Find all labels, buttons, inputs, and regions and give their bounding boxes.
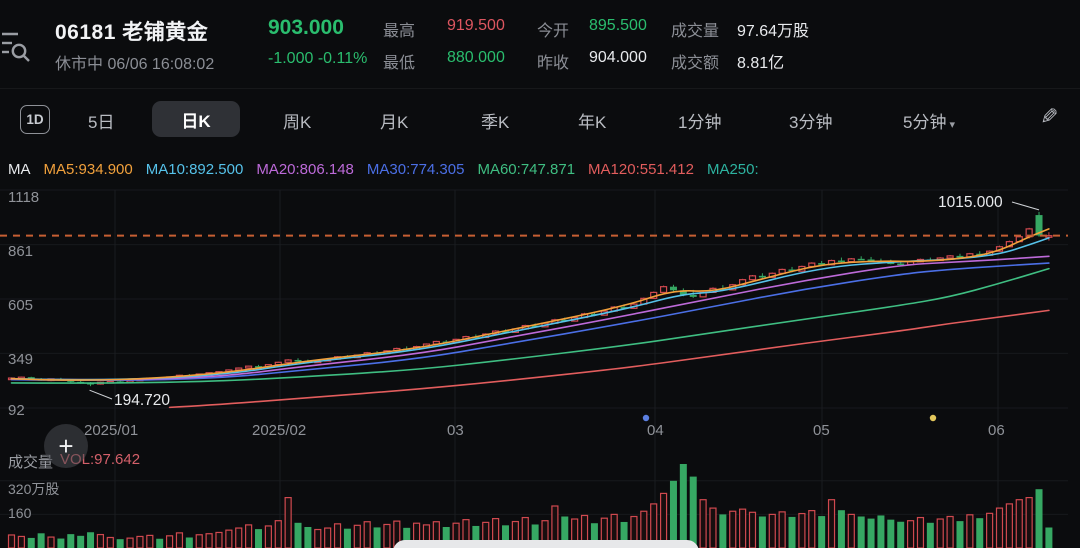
quote-label-volume: 成交量 — [671, 23, 720, 40]
quote-value-prev-close: 904.000 — [589, 49, 647, 66]
header-divider — [0, 88, 1080, 89]
tab-daily-k-selected[interactable]: 日K — [152, 101, 240, 137]
tab-5min-label: 5分钟 — [903, 113, 947, 132]
high-price-annotation: 1015.000 — [938, 194, 1003, 211]
drawing-tools-icon[interactable]: ✎ — [1040, 104, 1059, 129]
x-tick-06: 06 — [988, 422, 1005, 439]
quote-value-open: 895.500 — [589, 17, 647, 34]
x-tick-04: 04 — [647, 422, 664, 439]
tab-3min[interactable]: 3分钟 — [789, 113, 833, 132]
y-tick-605: 605 — [8, 297, 34, 314]
tab-1d-range-icon[interactable]: 1D — [20, 105, 50, 134]
ma-legend-prefix: MA — [8, 161, 31, 178]
period-tabbar: 1D 5日 日K 周K 月K 季K 年K 1分钟 3分钟 5分钟 ▾ ✎ — [0, 98, 1080, 144]
quote-value-high: 919.500 — [447, 17, 505, 34]
quote-label-turnover: 成交额 — [671, 55, 720, 72]
volume-pane-label: 成交量 — [8, 454, 54, 471]
tab-quarterly-k[interactable]: 季K — [481, 113, 510, 132]
quote-value-turnover: 8.81亿 — [737, 55, 785, 72]
bottom-sheet-handle[interactable] — [393, 540, 699, 548]
quote-label-prev-close: 昨收 — [537, 55, 570, 72]
quote-summary: 最高 919.500 今开 895.500 成交量 97.64万股 最低 880… — [383, 17, 809, 81]
ma250-value: MA250: — [706, 161, 759, 178]
quote-value-low: 880.000 — [447, 49, 505, 66]
ma-legend: MA MA5:934.900 MA10:892.500 MA20:806.148… — [8, 161, 759, 178]
tab-weekly-k[interactable]: 周K — [283, 113, 312, 132]
stock-title: 06181 老铺黄金 — [55, 21, 209, 44]
add-indicator-button[interactable]: + — [44, 424, 88, 468]
ma10-value: MA10:892.500 — [145, 161, 244, 178]
ma5-value: MA5:934.900 — [43, 161, 133, 178]
watchlist-search-icon[interactable] — [2, 28, 32, 64]
quote-label-high: 最高 — [383, 23, 416, 40]
last-price: 903.000 — [268, 16, 344, 39]
tab-monthly-k[interactable]: 月K — [380, 113, 409, 132]
quote-value-volume: 97.64万股 — [737, 23, 810, 40]
tab-5min-dropdown[interactable]: 5分钟 ▾ — [903, 108, 955, 133]
x-tick-2025-01: 2025/01 — [84, 422, 139, 439]
ma60-value: MA60:747.871 — [477, 161, 576, 178]
x-tick-05: 05 — [813, 422, 830, 439]
ma120-value: MA120:551.412 — [588, 161, 694, 178]
ma20-value: MA20:806.148 — [256, 161, 354, 178]
x-tick-2025-02: 2025/02 — [252, 422, 307, 439]
ma30-value: MA30:774.305 — [366, 161, 465, 178]
tab-5day[interactable]: 5日 — [88, 113, 115, 132]
low-price-annotation: 194.720 — [114, 392, 171, 409]
chevron-down-icon: ▾ — [949, 119, 955, 131]
y-tick-861: 861 — [8, 243, 34, 260]
volume-tick-320: 320万股 — [8, 481, 60, 497]
y-tick-349: 349 — [8, 351, 34, 368]
price-change: -1.000 -0.11% — [268, 50, 368, 67]
quote-label-low: 最低 — [383, 55, 416, 72]
y-tick-92: 92 — [8, 402, 25, 419]
y-tick-1118: 1118 — [8, 189, 40, 206]
quote-label-open: 今开 — [537, 23, 570, 40]
volume-tick-160: 160 — [8, 505, 32, 521]
market-status: 休市中 06/06 16:08:02 — [55, 56, 215, 73]
tab-1min[interactable]: 1分钟 — [678, 113, 722, 132]
x-tick-03: 03 — [447, 422, 464, 439]
tab-yearly-k[interactable]: 年K — [578, 113, 607, 132]
